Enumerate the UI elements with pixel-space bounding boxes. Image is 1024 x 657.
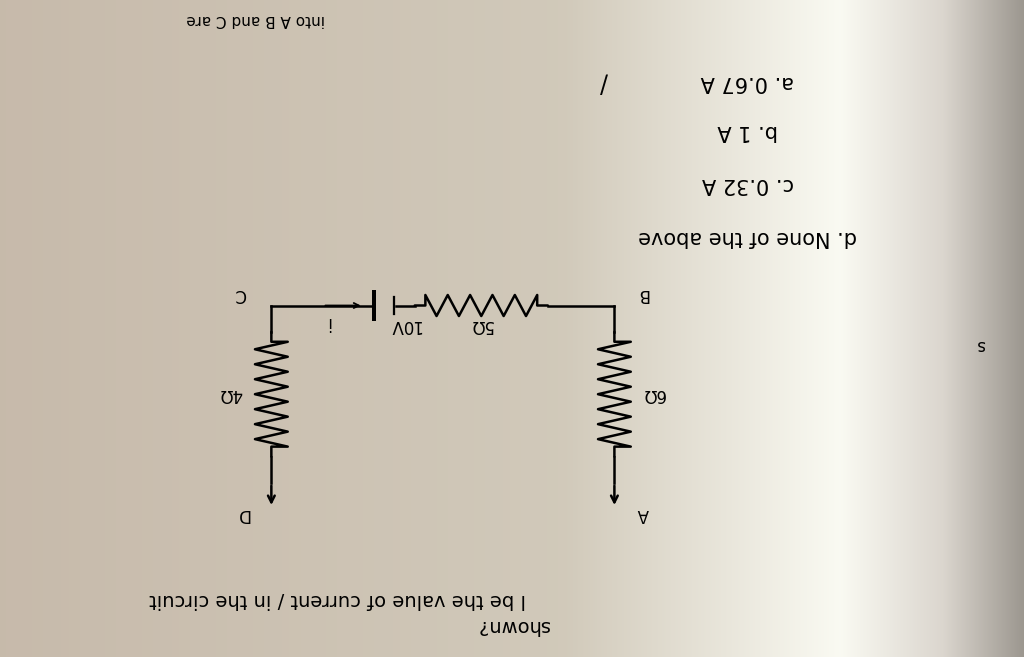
Text: l be the value of current / in the circuit: l be the value of current / in the circu… (150, 591, 526, 609)
Text: a. 0.67 A: a. 0.67 A (700, 72, 795, 92)
Text: shown?: shown? (475, 616, 549, 635)
Text: D: D (237, 505, 249, 524)
Text: b. 1 A: b. 1 A (717, 122, 778, 141)
Text: into A B and C are: into A B and C are (186, 12, 326, 27)
Text: 10V: 10V (388, 316, 421, 334)
Text: B: B (637, 284, 649, 303)
Text: d. None of the above: d. None of the above (638, 227, 857, 246)
Text: 5Ω: 5Ω (470, 316, 493, 334)
Text: c. 0.32 A: c. 0.32 A (701, 174, 794, 194)
Text: /: / (600, 70, 608, 94)
Text: i: i (326, 313, 330, 331)
Text: C: C (234, 284, 247, 303)
Text: A: A (637, 505, 649, 524)
Text: 6Ω: 6Ω (642, 385, 665, 403)
Text: s: s (977, 336, 985, 354)
Text: 4Ω: 4Ω (219, 385, 242, 403)
